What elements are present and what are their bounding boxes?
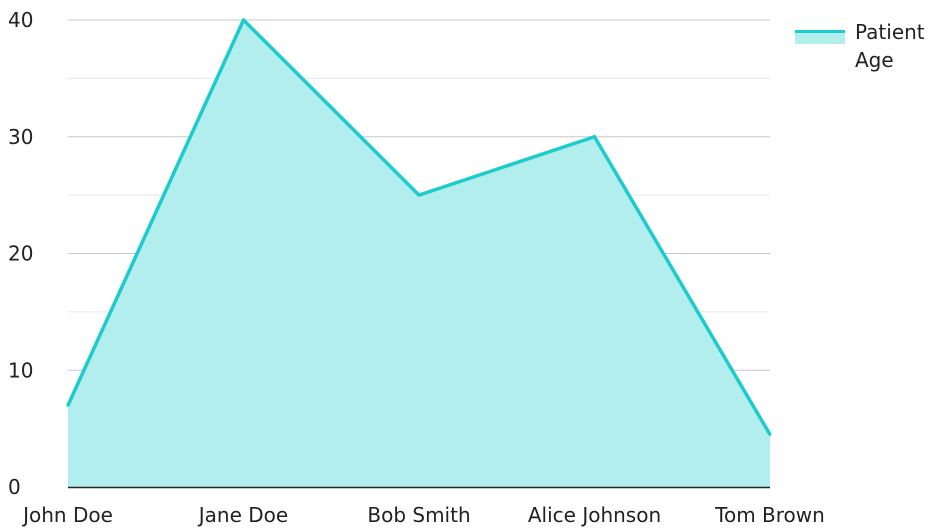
data-point xyxy=(66,403,70,407)
data-point xyxy=(593,135,596,139)
tick-labels: 0 10 20 30 40 John Doe Jane Doe Bob Smith Alice … xyxy=(8,8,825,527)
data-point xyxy=(417,193,421,197)
x-tick-label: Bob Smith xyxy=(367,503,470,527)
legend-swatch-line xyxy=(795,30,845,33)
y-tick-label: 20 xyxy=(8,242,33,266)
series-area xyxy=(66,18,772,487)
legend-swatch xyxy=(795,26,845,48)
y-tick-label: 40 xyxy=(8,8,33,32)
x-tick-label: John Doe xyxy=(21,503,113,527)
legend-label: Patient Age xyxy=(855,20,925,72)
legend-swatch-fill xyxy=(795,30,845,44)
y-tick-label: 0 xyxy=(8,475,21,499)
y-tick-label: 30 xyxy=(8,125,33,149)
data-point xyxy=(242,18,245,22)
x-tick-label: Alice Johnson xyxy=(528,503,661,527)
x-tick-label: Jane Doe xyxy=(197,503,288,527)
data-point xyxy=(768,432,772,436)
x-tick-label: Tom Brown xyxy=(714,503,825,527)
legend: Patient Age xyxy=(795,18,940,74)
y-tick-label: 10 xyxy=(8,358,33,382)
